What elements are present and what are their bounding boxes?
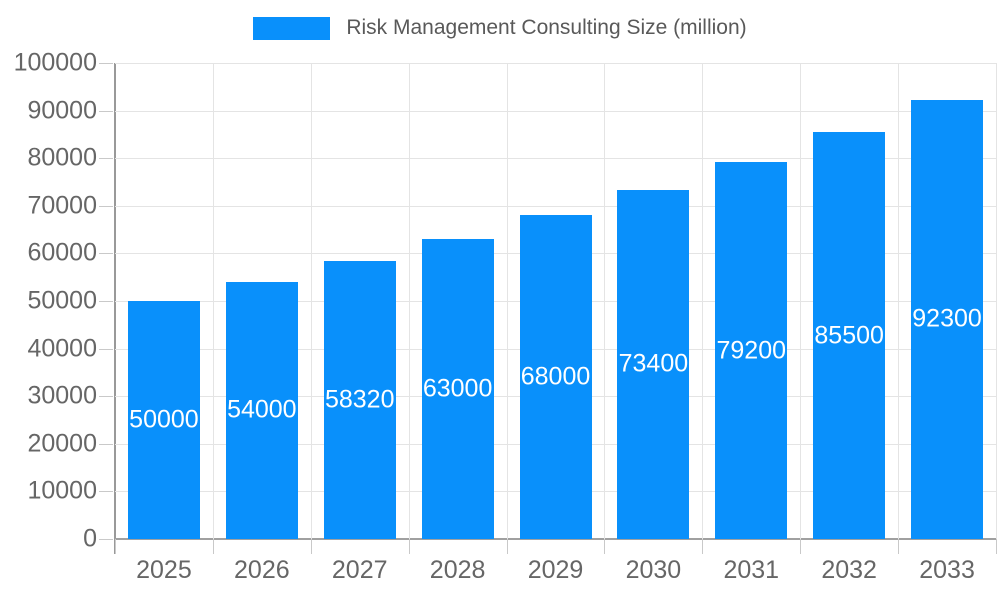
x-axis-tick bbox=[212, 539, 214, 554]
gridline-h bbox=[115, 158, 996, 160]
gridline-v bbox=[310, 63, 312, 539]
x-axis-tick bbox=[506, 539, 508, 554]
bar-2033[interactable] bbox=[911, 99, 984, 539]
legend-item[interactable]: Risk Management Consulting Size (million… bbox=[253, 16, 747, 40]
x-tick-label: 2033 bbox=[919, 556, 975, 584]
legend-swatch bbox=[253, 16, 331, 40]
bar-value-label: 73400 bbox=[618, 349, 689, 378]
gridline-h bbox=[115, 205, 996, 207]
y-axis-line bbox=[114, 63, 116, 554]
y-tick-label: 70000 bbox=[27, 191, 97, 220]
y-tick-label: 40000 bbox=[27, 334, 97, 363]
bar-value-label: 68000 bbox=[520, 362, 591, 391]
y-axis-tick bbox=[99, 491, 113, 493]
gridline-v bbox=[604, 63, 606, 539]
x-axis-tick bbox=[898, 539, 900, 554]
y-tick-label: 50000 bbox=[27, 286, 97, 315]
bar-2032[interactable] bbox=[813, 132, 886, 539]
bar-2030[interactable] bbox=[617, 189, 690, 539]
x-tick-label: 2029 bbox=[527, 556, 584, 584]
y-axis-tick bbox=[99, 205, 113, 207]
x-tick-label: 2025 bbox=[136, 556, 192, 584]
legend-label: Risk Management Consulting Size (million… bbox=[346, 16, 747, 39]
bar-value-label: 85500 bbox=[814, 321, 884, 349]
bar-2025[interactable] bbox=[127, 301, 200, 539]
x-axis-tick bbox=[310, 539, 312, 554]
y-tick-label: 90000 bbox=[27, 96, 97, 125]
x-tick-label: 2032 bbox=[821, 556, 877, 584]
plot-area: 50000 54000 58320 63000 68000 73400 79200 85500… bbox=[99, 63, 997, 554]
x-axis-tick bbox=[115, 539, 116, 554]
bar-value-label: 79200 bbox=[716, 336, 787, 364]
x-tick-label: 2026 bbox=[234, 556, 290, 584]
y-axis-tick bbox=[99, 348, 113, 350]
y-tick-label: 30000 bbox=[27, 381, 97, 410]
x-axis-tick bbox=[604, 539, 606, 554]
gridline-v bbox=[212, 63, 214, 539]
x-tick-label: 2027 bbox=[331, 556, 388, 584]
y-axis-tick bbox=[99, 443, 113, 445]
bar-value-label: 92300 bbox=[912, 304, 982, 333]
x-tick-label: 2030 bbox=[625, 556, 682, 584]
x-axis-tick bbox=[800, 539, 802, 554]
y-axis-tick bbox=[99, 63, 113, 64]
bar-2027[interactable] bbox=[323, 261, 396, 539]
bar-2029[interactable] bbox=[519, 215, 592, 539]
gridline-v bbox=[898, 63, 900, 539]
x-axis-line bbox=[115, 538, 996, 540]
x-axis-tick bbox=[702, 539, 704, 554]
y-axis-tick bbox=[99, 539, 113, 540]
gridline-v bbox=[702, 63, 704, 539]
bar-value-label: 50000 bbox=[129, 405, 199, 434]
bar-2026[interactable] bbox=[225, 281, 298, 539]
x-tick-label: 2028 bbox=[429, 556, 486, 584]
y-axis-tick bbox=[99, 253, 113, 255]
y-axis-tick bbox=[99, 301, 113, 302]
gridline-h bbox=[115, 63, 996, 64]
y-tick-label: 100000 bbox=[13, 48, 97, 77]
y-tick-label: 0 bbox=[83, 524, 97, 553]
x-tick-label: 2031 bbox=[723, 556, 780, 584]
y-tick-label: 20000 bbox=[27, 429, 97, 458]
y-axis-tick bbox=[99, 158, 113, 160]
gridline-v bbox=[996, 63, 997, 539]
bar-2028[interactable] bbox=[421, 239, 494, 539]
y-tick-label: 80000 bbox=[27, 143, 97, 172]
y-tick-label: 60000 bbox=[27, 238, 97, 267]
bar-value-label: 54000 bbox=[227, 395, 297, 424]
bar-value-label: 63000 bbox=[422, 374, 493, 403]
bar-2031[interactable] bbox=[715, 162, 788, 539]
y-axis-tick bbox=[99, 396, 113, 398]
gridline-h bbox=[115, 110, 996, 112]
y-tick-label: 10000 bbox=[27, 476, 97, 505]
gridline-v bbox=[408, 63, 410, 539]
legend: Risk Management Consulting Size (million… bbox=[0, 16, 1000, 40]
x-axis-tick bbox=[996, 539, 997, 554]
bar-value-label: 58320 bbox=[324, 385, 395, 414]
x-axis-tick bbox=[408, 539, 410, 554]
y-axis-tick bbox=[99, 110, 113, 112]
gridline-v bbox=[506, 63, 508, 539]
gridline-v bbox=[800, 63, 802, 539]
